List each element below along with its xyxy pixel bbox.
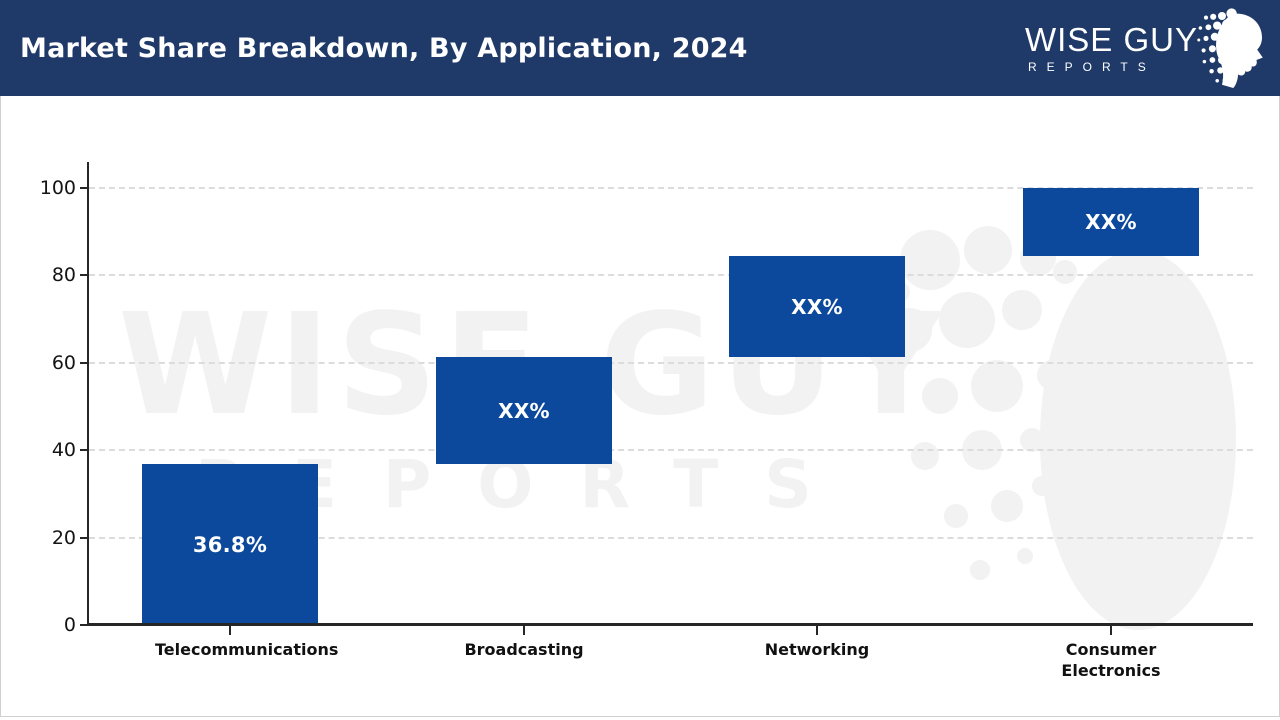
y-tick-mark-60 <box>80 361 88 364</box>
y-axis-line <box>87 162 89 625</box>
x-category-label-2: Broadcasting <box>464 640 584 659</box>
bar-value-label: XX% <box>498 398 550 423</box>
gridline-100 <box>89 187 1253 189</box>
y-tick-label-60: 60 <box>51 351 76 374</box>
y-tick-mark-0 <box>80 624 88 626</box>
logo-head-icon <box>1197 8 1263 89</box>
x-tick-mark-3 <box>816 626 818 635</box>
y-tick-mark-40 <box>80 449 88 452</box>
x-category-label-4: Consumer Electronics <box>1061 640 1161 680</box>
bar-value-label: 36.8% <box>192 532 268 557</box>
x-category-label-1: Telecommunications <box>155 640 339 659</box>
logo-wordmark-block: WISE GUY REPORTS <box>1025 23 1198 74</box>
x-tick-mark-1 <box>229 626 231 635</box>
header: Market Share Breakdown, By Application, … <box>0 0 1280 96</box>
bar-value-label: XX% <box>791 294 843 319</box>
x-tick-mark-2 <box>523 626 525 635</box>
y-tick-label-100: 100 <box>39 177 76 199</box>
gridline-60 <box>89 361 1253 364</box>
y-tick-mark-20 <box>80 536 88 539</box>
page-border-left <box>0 96 1 717</box>
wise-guy-reports-logo: WISE GUY REPORTS <box>1025 7 1270 89</box>
y-tick-label-20: 20 <box>51 526 76 549</box>
y-tick-label-0: 0 <box>63 614 76 636</box>
bar-2: XX% <box>436 357 612 465</box>
x-axis-line <box>87 623 1253 626</box>
x-category-label-3: Networking <box>764 640 870 659</box>
page-border-bottom <box>0 716 1280 717</box>
y-tick-mark-80 <box>80 274 88 277</box>
x-tick-mark-4 <box>1110 626 1112 635</box>
bar-3: XX% <box>729 256 905 358</box>
bar-4: XX% <box>1023 188 1199 257</box>
gridline-40 <box>89 449 1253 452</box>
page-title: Market Share Breakdown, By Application, … <box>20 32 748 64</box>
gridline-20 <box>89 536 1253 539</box>
y-tick-label-80: 80 <box>51 264 76 287</box>
logo-wordmark: WISE GUY <box>1024 20 1198 58</box>
bar-1: 36.8% <box>142 464 318 625</box>
y-tick-mark-100 <box>80 187 88 189</box>
logo-tagline: REPORTS <box>1027 59 1156 74</box>
gridline-80 <box>89 274 1253 277</box>
y-tick-label-40: 40 <box>51 439 76 462</box>
bar-value-label: XX% <box>1085 210 1137 235</box>
